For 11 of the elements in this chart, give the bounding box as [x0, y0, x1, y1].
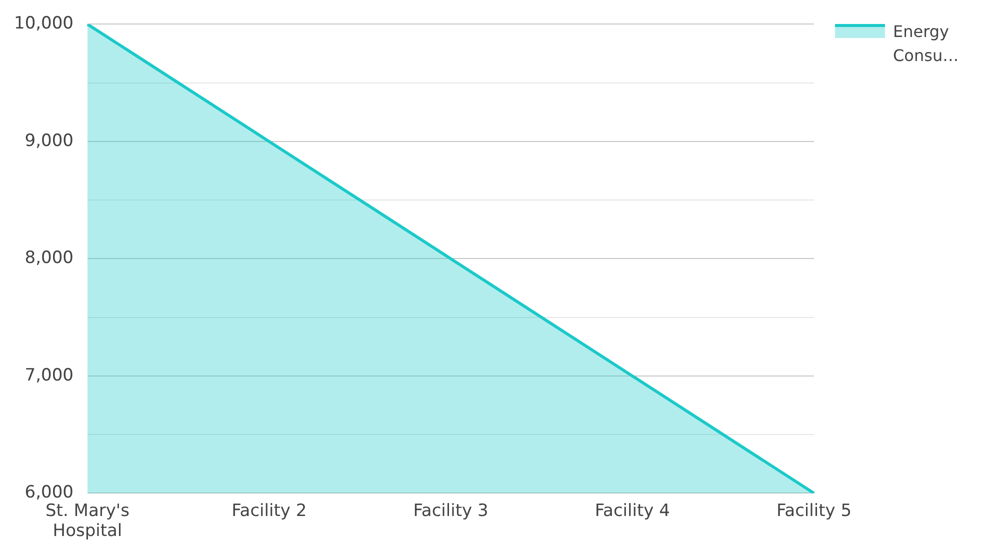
y-tick-label: 7,000: [24, 365, 74, 386]
x-tick-label: Facility 5: [776, 500, 852, 521]
legend-label: Energy Consu…: [893, 21, 960, 67]
y-tick-label: 9,000: [24, 130, 74, 151]
x-tick-label: Facility 2: [232, 500, 307, 521]
x-tick-label: Facility 4: [594, 500, 670, 521]
y-tick-label: 8,000: [24, 248, 74, 268]
y-tick-label: 10,000: [14, 14, 74, 34]
x-tick-label: Facility 3: [413, 500, 488, 521]
y-tick-label: 6,000: [24, 482, 74, 503]
x-tick-label: St. Mary's Hospital: [46, 500, 130, 542]
